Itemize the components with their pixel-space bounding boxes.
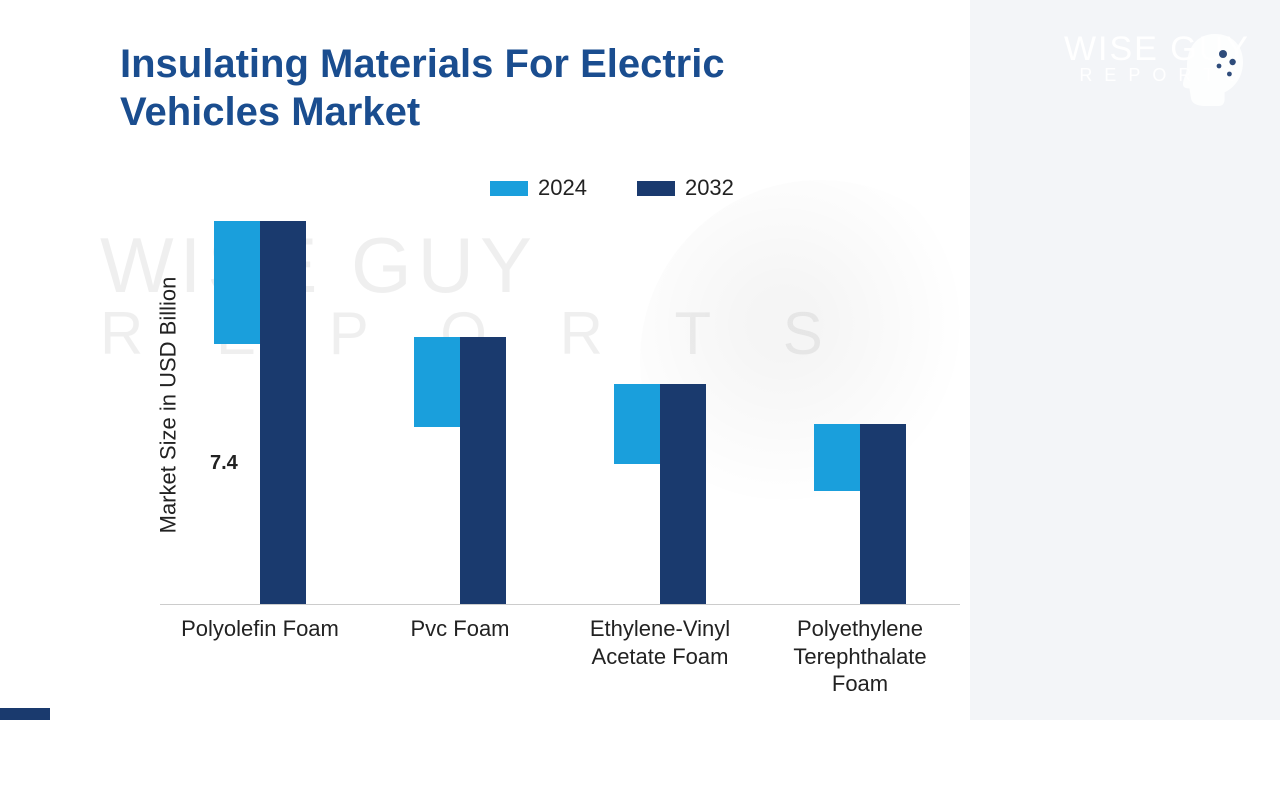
bar-2032: [860, 424, 906, 604]
x-axis-label: Polyethylene Terephthalate Foam: [770, 615, 950, 698]
legend-item-2032: 2032: [637, 175, 734, 201]
page: WISE GUY REPORTS Insulating Materials Fo…: [0, 0, 1280, 720]
bar-group: [180, 221, 340, 604]
bar-2024: [214, 221, 260, 344]
legend: 2024 2032: [490, 175, 734, 201]
bar-2024: [614, 384, 660, 464]
bar-group: [580, 384, 740, 604]
plot-area: 7.4Polyolefin FoamPvc FoamEthylene-Vinyl…: [160, 205, 960, 605]
head-silhouette-icon: [1175, 30, 1255, 110]
chart-title: Insulating Materials For Electric Vehicl…: [120, 40, 820, 136]
x-axis-label: Pvc Foam: [370, 615, 550, 643]
bar-2024: [814, 424, 860, 491]
bar-group: [780, 424, 940, 604]
bar-value-label: 7.4: [210, 452, 238, 475]
bottom-accent-bar: [0, 708, 50, 720]
bar-group: [380, 337, 540, 604]
x-axis-label: Polyolefin Foam: [170, 615, 350, 643]
legend-item-2024: 2024: [490, 175, 587, 201]
x-axis-label: Ethylene-Vinyl Acetate Foam: [570, 615, 750, 670]
bar-2032: [460, 337, 506, 604]
legend-label-2024: 2024: [538, 175, 587, 201]
legend-swatch-2032: [637, 181, 675, 196]
logo: WISE GUY REPORTS: [1064, 30, 1250, 86]
bar-2032: [660, 384, 706, 604]
chart-area: Market Size in USD Billion 2024 2032 7.4…: [90, 205, 960, 605]
legend-swatch-2024: [490, 181, 528, 196]
bar-2024: [414, 337, 460, 427]
legend-label-2032: 2032: [685, 175, 734, 201]
bar-2032: [260, 221, 306, 604]
